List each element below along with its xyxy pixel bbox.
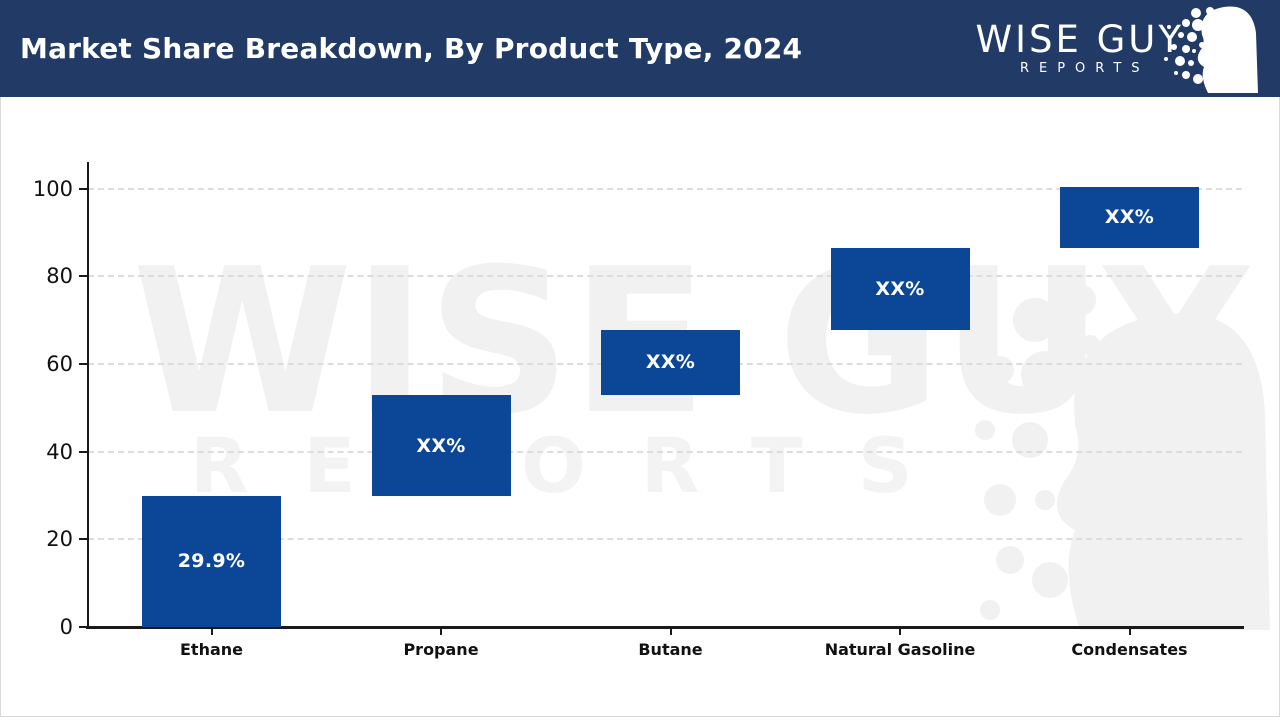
bar-ethane: 29.9%	[142, 495, 281, 627]
watermark-head-icon: 7	[967, 284, 1270, 630]
header-band: Market Share Breakdown, By Product Type,…	[0, 0, 1280, 97]
y-axis-line	[87, 162, 89, 629]
x-tick-condensates	[1128, 628, 1131, 635]
y-tick-40	[79, 450, 87, 453]
y-tick-label-0: 0	[59, 615, 73, 639]
y-tick-80	[79, 275, 87, 278]
brand-logo-secondary: REPORTS	[1019, 61, 1150, 76]
category-label-ethane: Ethane	[179, 640, 244, 659]
y-tick-label-20: 20	[46, 527, 73, 552]
brand-head-icon	[1164, 6, 1258, 93]
page-title: Market Share Breakdown, By Product Type,…	[20, 32, 803, 65]
bar-value-label-butane: XX%	[645, 351, 696, 374]
frame-border-left	[0, 97, 1, 717]
y-tick-60	[79, 363, 87, 366]
bar-value-label-condensates: XX%	[1104, 206, 1155, 229]
brand-logo-primary: WISE GUY	[975, 18, 1184, 61]
watermark-subtext: REPORTS	[190, 421, 968, 510]
x-tick-butane	[669, 628, 672, 635]
brand-logo-text: WISE GUY REPORTS	[976, 21, 1184, 76]
bar-condensates: XX%	[1060, 186, 1199, 248]
bar-value-label-propane: XX%	[416, 434, 466, 457]
bar-propane: XX%	[371, 395, 511, 496]
category-label-condensates: Condensates	[1071, 640, 1188, 659]
gridline-80	[88, 275, 1242, 278]
y-tick-0	[79, 626, 87, 628]
x-axis-line	[86, 626, 1244, 629]
x-tick-ethane	[210, 628, 213, 635]
bar-value-label-natural-gasoline: XX%	[875, 277, 925, 300]
x-tick-propane	[440, 628, 442, 635]
gridline-40	[88, 450, 1242, 453]
bar-natural-gasoline: XX%	[830, 247, 970, 330]
bar-value-label-ethane: 29.9%	[177, 550, 246, 573]
category-label-butane: Butane	[638, 640, 703, 659]
y-tick-label-80: 80	[46, 264, 73, 289]
frame-border-bottom	[0, 716, 1280, 717]
brand-logo: WISE GUY REPORTS	[976, 3, 1280, 95]
category-label-natural-gasoline: Natural Gasoline	[824, 640, 976, 659]
x-tick-natural-gasoline	[899, 628, 901, 635]
y-tick-label-60: 60	[46, 352, 73, 377]
bar-butane: XX%	[601, 329, 740, 396]
category-label-propane: Propane	[403, 640, 479, 659]
gridline-100	[88, 187, 1242, 190]
y-tick-label-40: 40	[46, 439, 73, 464]
y-tick-20	[79, 538, 87, 541]
y-tick-label-100: 100	[32, 176, 73, 201]
y-tick-100	[79, 187, 87, 190]
gridline-20	[88, 538, 1242, 541]
